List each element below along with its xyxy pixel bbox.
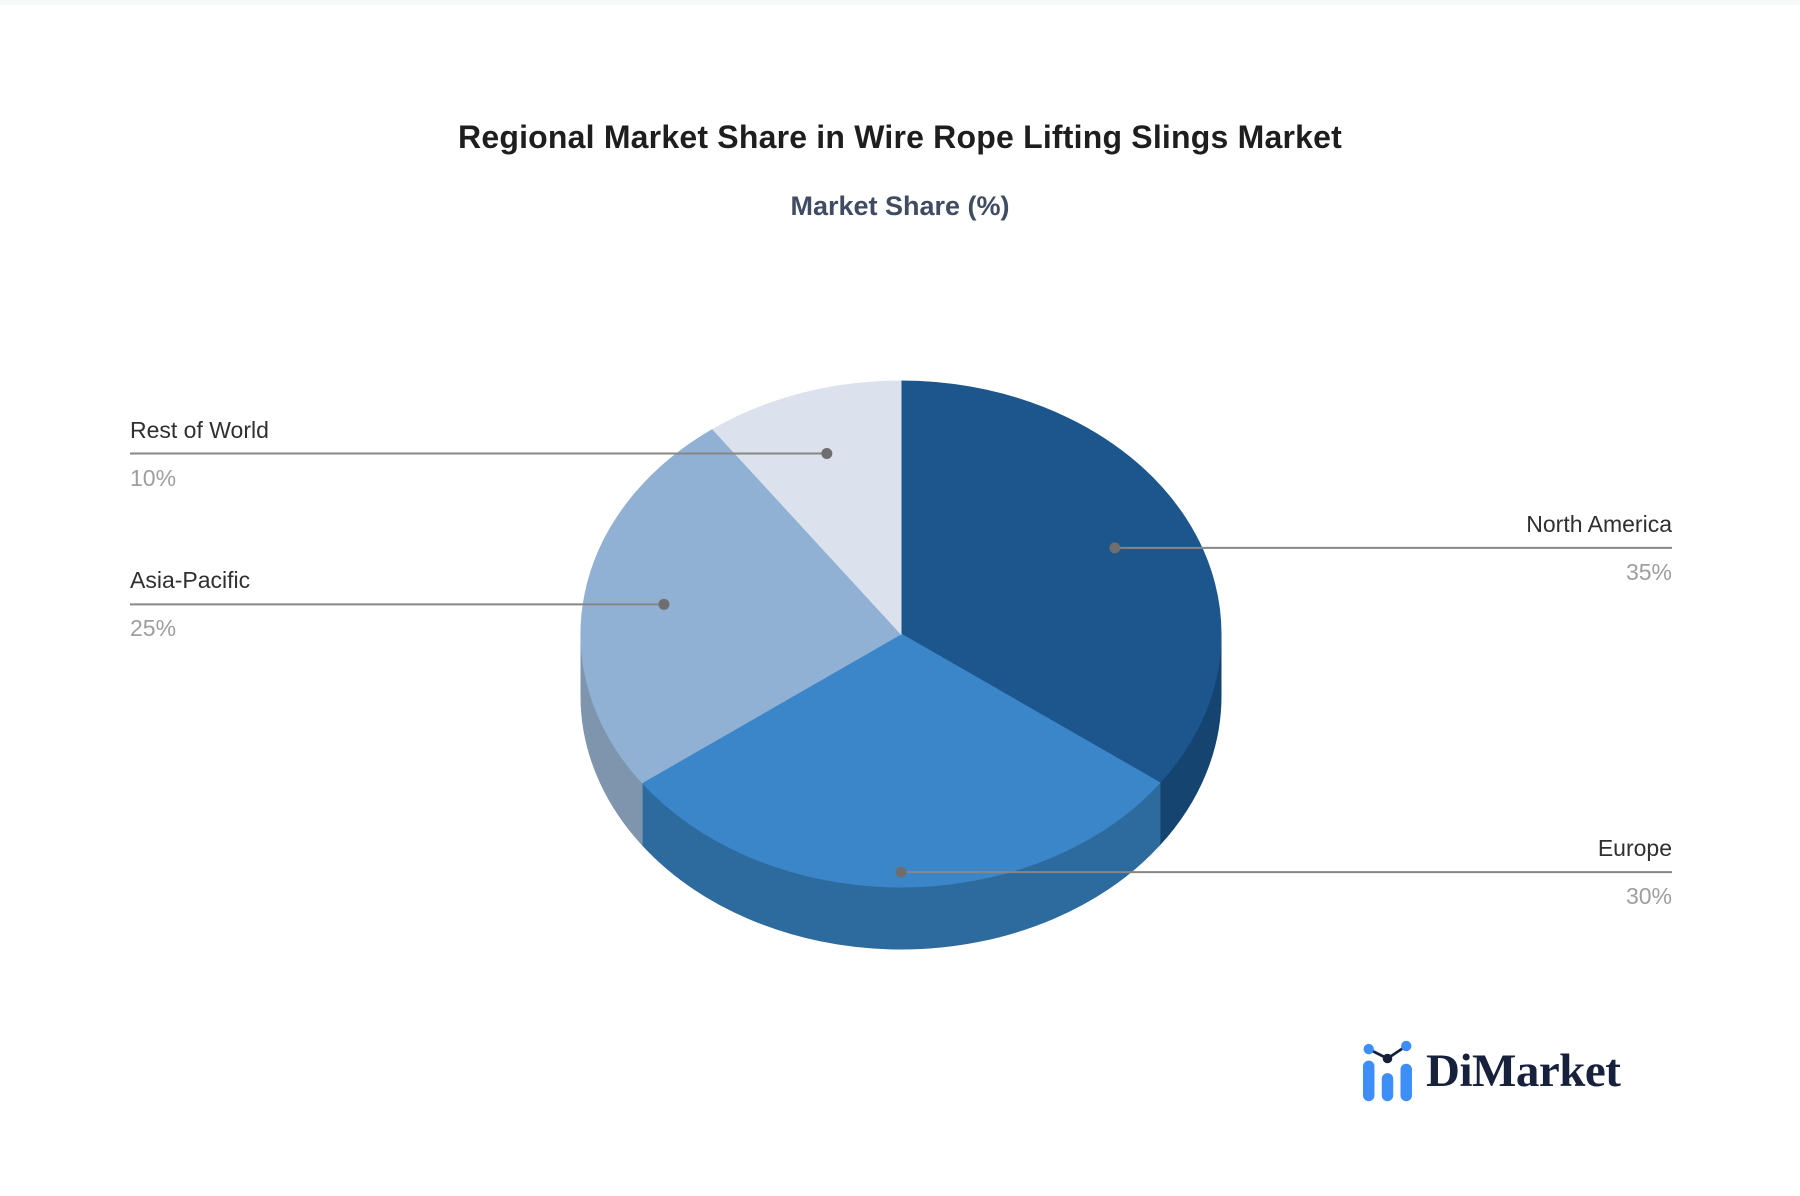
pie-label-europe: Europe 30%: [1112, 832, 1672, 912]
chart-subtitle: Market Share (%): [790, 191, 1010, 221]
pie-label-asia-pacific: Asia-Pacific 25%: [130, 564, 690, 644]
pie-label-percent: 10%: [130, 464, 177, 491]
leader-dot-europe: [895, 866, 907, 878]
pie-label-percent: 30%: [1625, 883, 1672, 910]
pie-label-name: North America: [1526, 510, 1672, 537]
logo-text: DiMarket: [1426, 1045, 1621, 1097]
pie-label-name: Europe: [1597, 835, 1672, 862]
pie-label-rest-of-world: Rest of World 10%: [130, 414, 690, 494]
pie-slice-rest-of-world[interactable]: [712, 380, 902, 636]
chart-title: Regional Market Share in Wire Rope Lifti…: [458, 119, 1342, 155]
pie-label-percent: 25%: [130, 615, 177, 642]
dimarket-logo: DiMarket: [1363, 1038, 1621, 1104]
leader-dot-north-america: [1109, 542, 1121, 554]
pie-label-name: Rest of World: [130, 416, 269, 443]
pie-label-percent: 35%: [1625, 558, 1672, 585]
leader-dot-rest-of-world: [821, 448, 833, 460]
pie-slice-europe[interactable]: [641, 633, 1161, 888]
bar-chart-logo-icon: [1363, 1040, 1412, 1102]
pie-label-north-america: North America 35%: [1112, 508, 1672, 588]
pie-label-name: Asia-Pacific: [130, 567, 251, 594]
pie-slice-asia-pacific[interactable]: [580, 428, 902, 784]
top-strip: [0, 0, 1800, 5]
pie-slice-north-america[interactable]: [900, 380, 1222, 784]
leader-dot-asia-pacific: [658, 598, 670, 610]
